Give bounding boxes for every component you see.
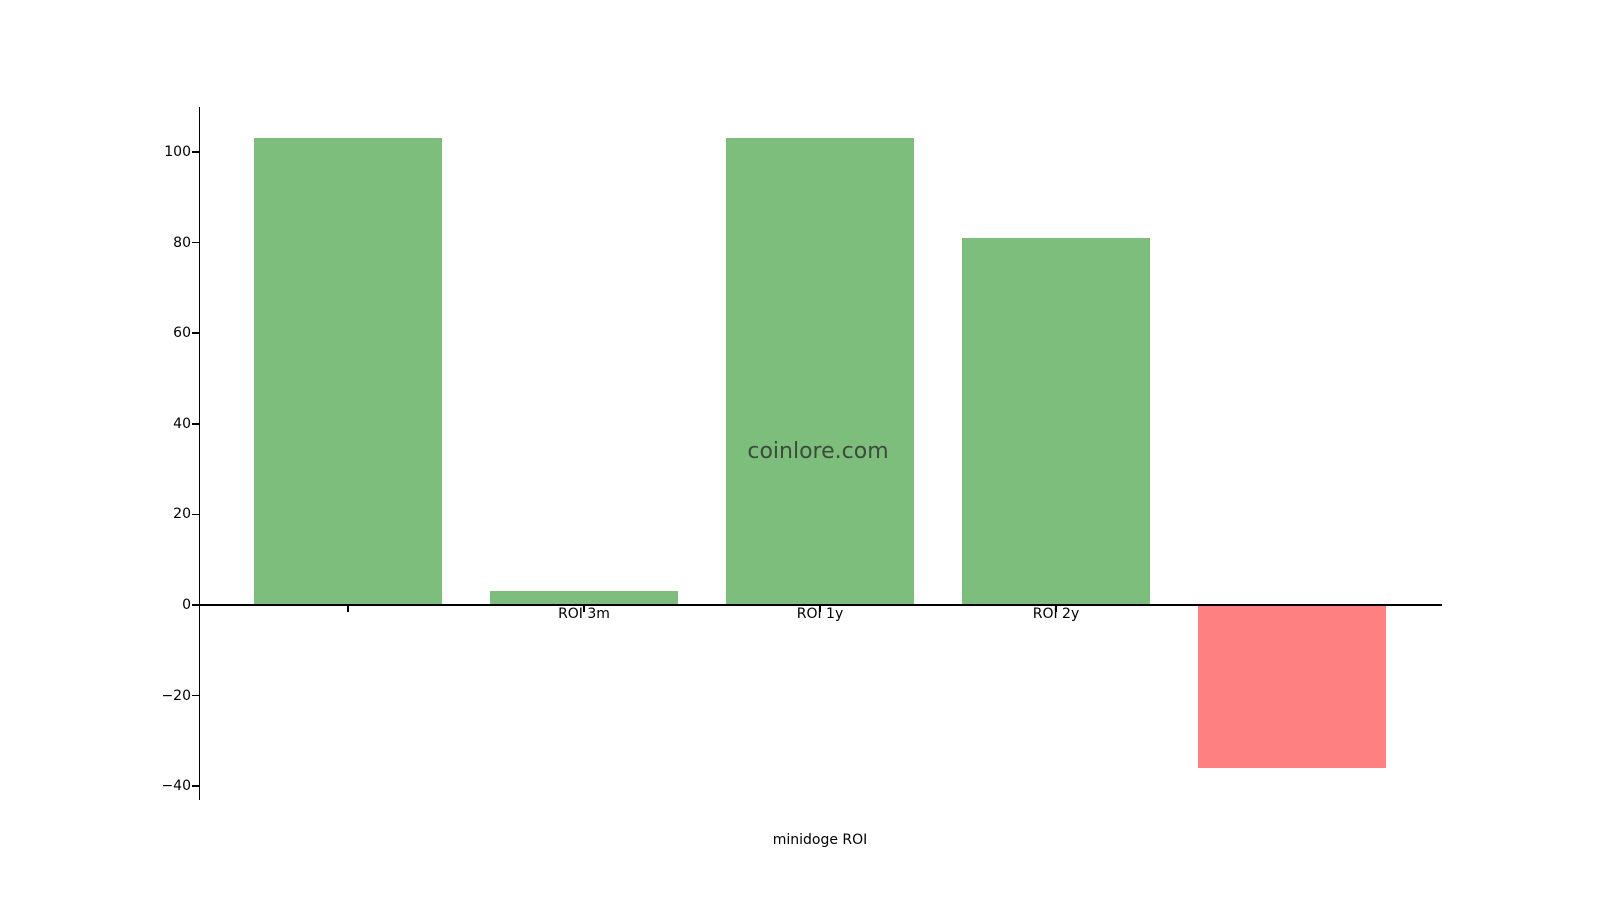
bar-column-5 bbox=[1198, 605, 1386, 769]
x-tick-label: ROI 1y bbox=[796, 606, 844, 622]
x-axis-line bbox=[198, 604, 1442, 606]
y-tick-mark bbox=[192, 604, 200, 606]
x-axis-title: minidoge ROI bbox=[772, 832, 868, 848]
x-tick-mark bbox=[583, 605, 585, 612]
watermark-text: coinlore.com bbox=[747, 439, 889, 464]
y-tick-label: −20 bbox=[161, 687, 191, 704]
bar-roi-3m bbox=[490, 591, 678, 605]
y-tick-mark bbox=[192, 513, 200, 516]
y-axis-spine bbox=[198, 106, 200, 800]
y-tick-mark bbox=[192, 694, 200, 697]
bar-roi-1y bbox=[726, 138, 914, 605]
x-tick-label: ROI 3m bbox=[558, 606, 610, 622]
y-tick-label: 0 bbox=[182, 597, 191, 613]
y-tick-label: 40 bbox=[173, 415, 191, 432]
y-tick-label: −40 bbox=[161, 778, 191, 795]
y-tick-label: 60 bbox=[173, 325, 191, 342]
y-tick-mark bbox=[192, 151, 200, 153]
y-tick-label: 20 bbox=[173, 506, 191, 523]
y-tick-mark bbox=[192, 332, 200, 334]
bar-roi-2y bbox=[962, 238, 1150, 605]
y-tick-mark bbox=[192, 241, 200, 244]
y-tick-label: 80 bbox=[173, 234, 191, 251]
y-tick-mark bbox=[192, 785, 200, 787]
x-tick-mark bbox=[1055, 605, 1057, 612]
x-tick-mark bbox=[347, 605, 349, 612]
y-tick-mark bbox=[192, 423, 200, 425]
bar-column-1 bbox=[254, 138, 442, 605]
x-tick-mark bbox=[819, 605, 821, 612]
y-tick-label: 100 bbox=[164, 144, 191, 160]
x-tick-label: ROI 2y bbox=[1032, 606, 1080, 622]
